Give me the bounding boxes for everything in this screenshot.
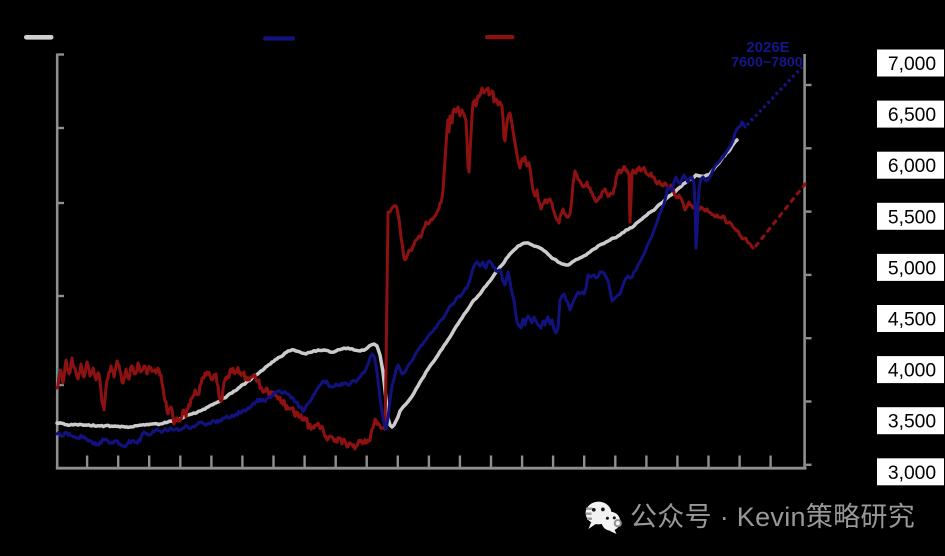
svg-text:4,000: 4,000	[888, 361, 936, 382]
svg-text:3,500: 3,500	[888, 412, 936, 433]
svg-text:6,000: 6,000	[888, 156, 936, 177]
svg-text:2026E: 2026E	[746, 39, 789, 56]
svg-text:7600~7800: 7600~7800	[731, 55, 803, 71]
svg-text:公众号 · Kevin策略研究: 公众号 · Kevin策略研究	[630, 502, 915, 532]
svg-text:7,000: 7,000	[888, 54, 936, 75]
svg-text:3,000: 3,000	[888, 463, 936, 484]
svg-text:5,500: 5,500	[888, 207, 936, 228]
svg-text:6,500: 6,500	[888, 105, 936, 126]
svg-text:5,000: 5,000	[888, 258, 936, 279]
svg-text:4,500: 4,500	[888, 310, 936, 331]
